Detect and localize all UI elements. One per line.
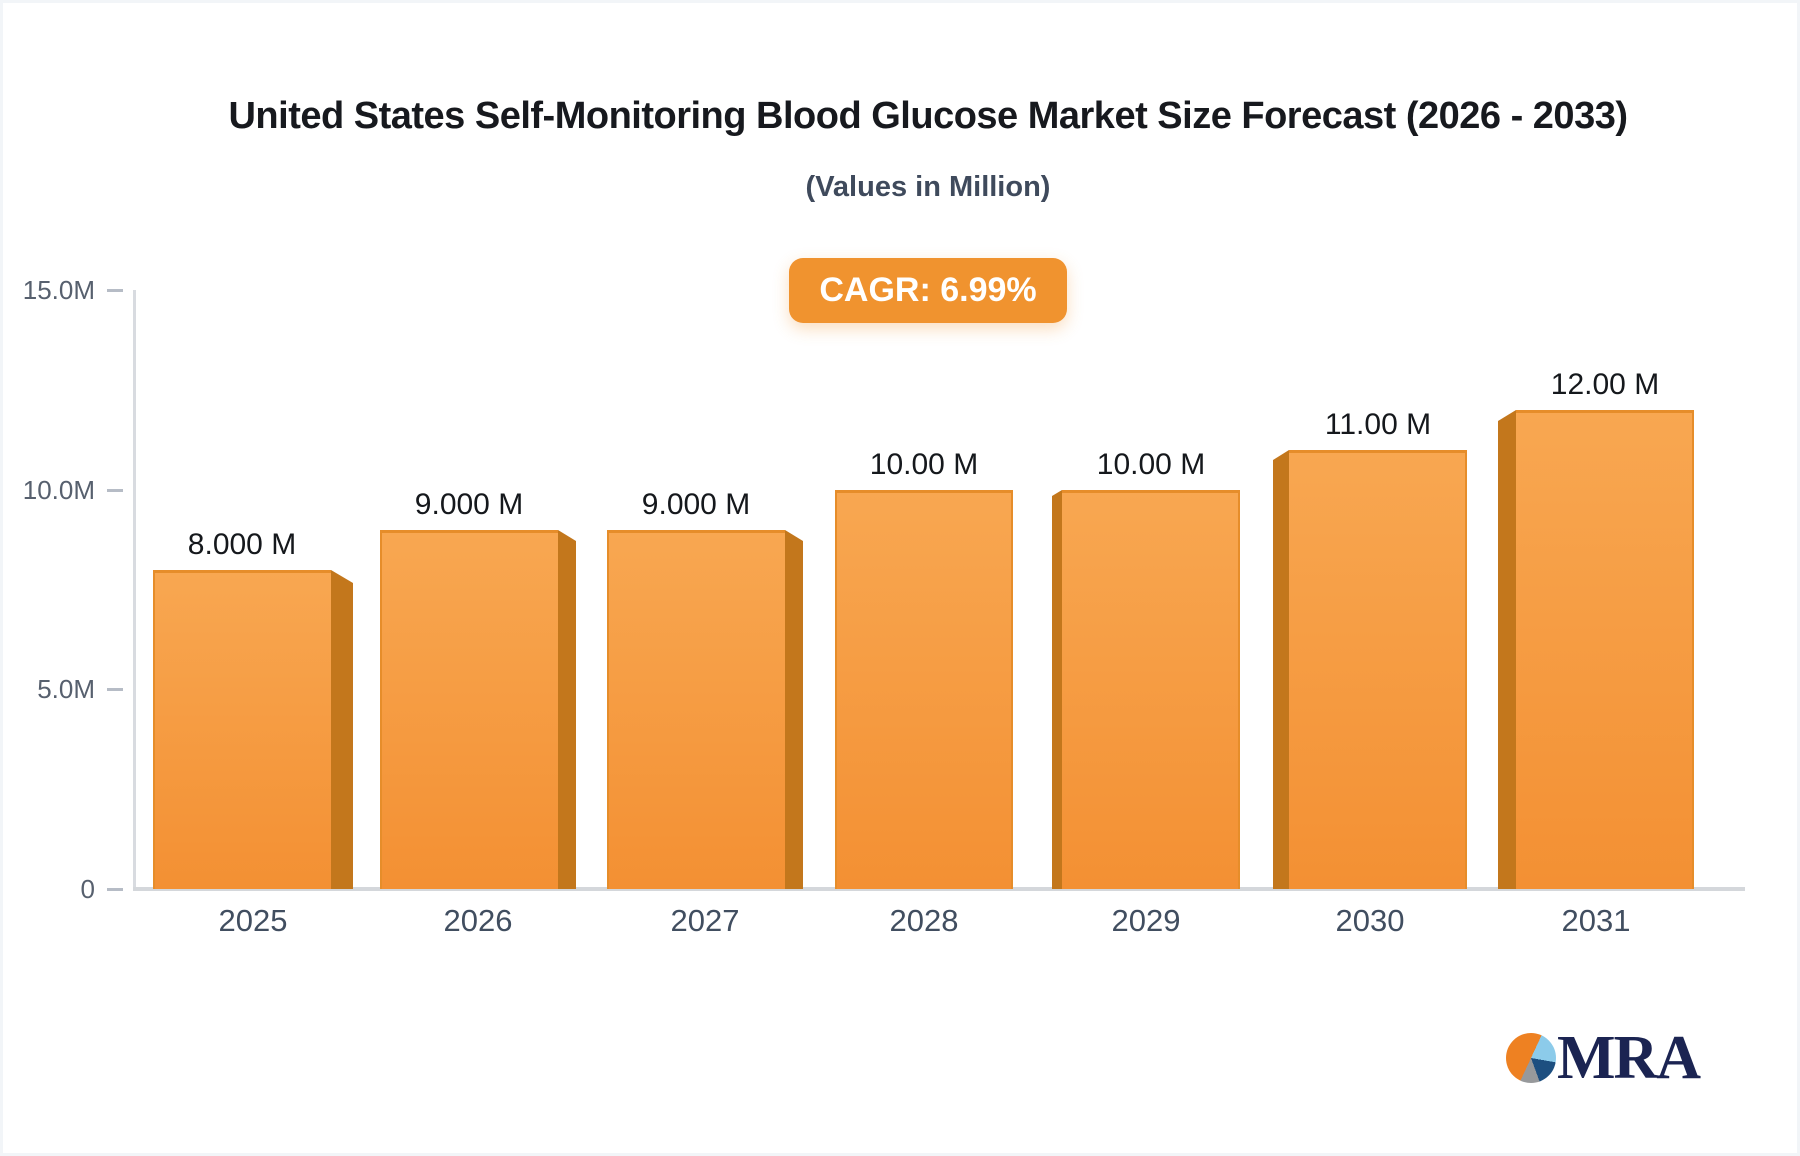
brand-name: MRA	[1557, 1024, 1701, 1092]
y-tick-label: 0	[80, 874, 95, 904]
bar-side-panel	[785, 530, 803, 889]
x-tick-label: 2030	[1335, 903, 1405, 938]
x-axis-line	[133, 887, 1745, 891]
x-tick-label: 2029	[1111, 903, 1181, 938]
cagr-badge: CAGR: 6.99%	[789, 258, 1067, 323]
x-tick-label: 2026	[443, 903, 513, 938]
bar-value-label: 12.00 M	[1550, 368, 1660, 401]
y-tick-dash	[107, 289, 123, 293]
bar-side-panel	[1273, 450, 1289, 889]
y-axis-line	[133, 290, 136, 889]
y-tick-label: 5.0M	[37, 674, 95, 705]
x-tick-label: 2027	[670, 903, 740, 938]
y-tick-dash	[107, 488, 123, 492]
bar	[607, 530, 785, 889]
y-tick-label: 10.0M	[22, 474, 95, 505]
bar	[1062, 490, 1240, 889]
y-tick-dash	[107, 688, 123, 692]
y-tick-label: 15.0M	[22, 275, 95, 306]
x-tick-label: 2031	[1561, 903, 1631, 938]
bar-side-panel	[1498, 410, 1516, 889]
brand-logo: MRA	[1506, 1024, 1701, 1092]
chart-title: United States Self-Monitoring Blood Gluc…	[228, 95, 1628, 137]
bar-value-label: 11.00 M	[1324, 408, 1432, 441]
cagr-badge-row: CAGR: 6.99%	[133, 258, 1723, 323]
bar-value-label: 8.000 M	[187, 528, 297, 561]
bar	[835, 490, 1013, 889]
page-title: United States Self-Monitoring Blood Gluc…	[113, 95, 1743, 138]
bar	[1289, 450, 1467, 889]
x-tick-label: 2028	[889, 903, 959, 938]
bar-value-label: 10.00 M	[1096, 448, 1206, 481]
bar-side-panel	[1052, 490, 1062, 889]
bar	[380, 530, 558, 889]
bar-value-label: 9.000 M	[641, 488, 751, 521]
chart-subtitle-row: (Values in Million)	[113, 171, 1743, 204]
x-tick-label: 2025	[218, 903, 288, 938]
bar-side-panel	[558, 530, 576, 889]
bar-side-panel	[331, 570, 353, 889]
bar-value-label: 10.00 M	[869, 448, 979, 481]
bar-value-label: 9.000 M	[414, 488, 524, 521]
bar	[153, 570, 331, 889]
y-tick-dash	[107, 888, 123, 891]
chart-subtitle: (Values in Million)	[805, 171, 1051, 203]
pie-chart-icon	[1506, 1033, 1556, 1083]
bar	[1516, 410, 1694, 889]
